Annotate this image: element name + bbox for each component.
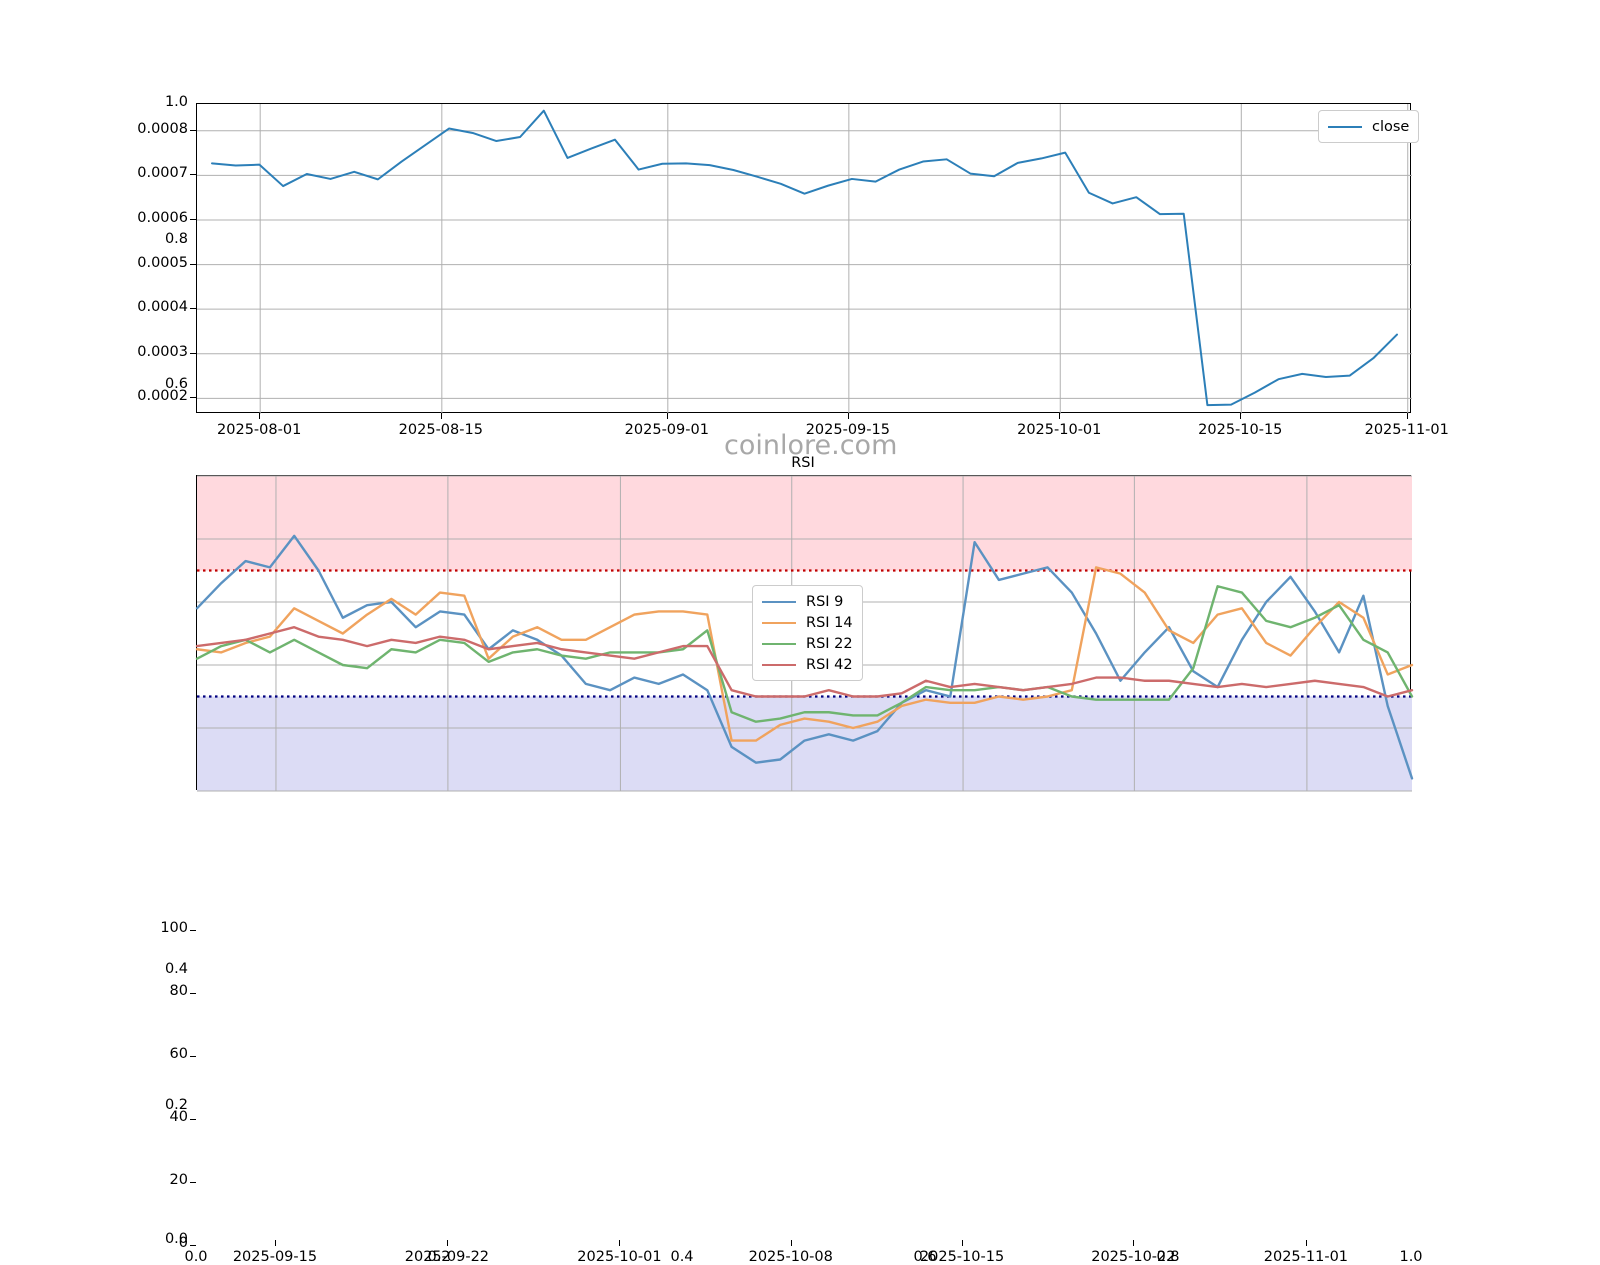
- rsi-legend[interactable]: RSI 9 RSI 14 RSI 22 RSI 42: [752, 585, 863, 681]
- price-y-tick-secondary: 1.0: [164, 94, 188, 110]
- price-x-tick: 2025-09-15: [805, 422, 890, 438]
- legend-line-swatch: [762, 663, 796, 666]
- price-x-tick: 2025-11-01: [1364, 422, 1449, 438]
- price-x-tick: 2025-09-01: [624, 422, 709, 438]
- rsi-panel: RSI 0 20 40 60 80 100 0.0 0.2 0.4 2025-09-15 202…: [0, 455, 1600, 1264]
- rsi-band-oversold: [197, 696, 1412, 791]
- price-panel: 0.0002 0.0003 0.0004 0.0005 0.0006 0.0007 0.00…: [0, 0, 1600, 455]
- price-legend[interactable]: close: [1318, 110, 1420, 143]
- legend-line-swatch: [1328, 125, 1362, 128]
- rsi-y-tick-secondary: 0.4: [164, 961, 188, 977]
- price-x-tickmark: [1406, 413, 1408, 419]
- price-legend-item[interactable]: close: [1328, 116, 1409, 137]
- rsi-y-tick: 20: [169, 1172, 188, 1188]
- rsi-x-tick-secondary: 0.6: [913, 1249, 937, 1265]
- price-x-tick: 2025-10-15: [1198, 422, 1283, 438]
- rsi-legend-item[interactable]: RSI 9: [762, 591, 853, 612]
- price-y-tickmark: [190, 308, 196, 310]
- rsi-y-tickmark: [190, 930, 196, 931]
- rsi-x-tickmark: [1133, 1240, 1135, 1246]
- rsi-x-tickmark: [790, 1240, 792, 1246]
- price-y-tick: 0.0007: [137, 165, 188, 182]
- rsi-x-tickmark: [274, 1240, 276, 1246]
- price-y-tick-secondary: 0.8: [164, 231, 188, 247]
- rsi-y-tick: 100: [160, 920, 188, 936]
- price-chart-svg: [197, 104, 1412, 414]
- price-y-tickmark: [190, 218, 196, 220]
- price-y-tickmark: [190, 129, 196, 131]
- rsi-series-rsi-9: [195, 534, 1414, 780]
- price-x-tick: 2025-10-01: [1017, 422, 1102, 438]
- rsi-y-tick: 60: [169, 1046, 188, 1062]
- rsi-x-tickmark: [962, 1240, 964, 1246]
- price-x-tickmark: [1059, 413, 1061, 419]
- price-y-tick: 0.0005: [137, 254, 188, 271]
- price-y-tick: 0.0004: [137, 299, 188, 316]
- legend-line-swatch: [762, 600, 796, 603]
- legend-line-swatch: [762, 621, 796, 624]
- price-y-tickmark: [190, 263, 196, 265]
- rsi-x-tick-secondary: 0.8: [1156, 1249, 1180, 1265]
- rsi-legend-label: RSI 42: [806, 656, 853, 673]
- rsi-y-tickmark: [190, 1119, 196, 1120]
- rsi-series-rsi-42: [195, 625, 1414, 698]
- rsi-y-tick: 80: [169, 983, 188, 999]
- rsi-title: RSI: [791, 455, 815, 471]
- rsi-series-rsi-14: [195, 566, 1414, 742]
- price-legend-label: close: [1372, 118, 1410, 135]
- rsi-legend-item[interactable]: RSI 22: [762, 633, 853, 654]
- price-x-tickmark: [259, 413, 261, 419]
- legend-line-swatch: [762, 642, 796, 645]
- price-y-tickmark: [190, 352, 196, 354]
- rsi-x-tick-secondary: 0.0: [184, 1249, 208, 1265]
- rsi-band-overbought: [197, 476, 1412, 571]
- price-y-tick: 0.0008: [137, 120, 188, 137]
- price-x-tick: 2025-08-01: [217, 422, 302, 438]
- price-x-tick: 2025-08-15: [398, 422, 483, 438]
- rsi-x-tick: 2025-10-08: [748, 1249, 833, 1265]
- rsi-x-tick-secondary: 0.4: [670, 1249, 694, 1265]
- rsi-x-tick-secondary: 1.0: [1399, 1249, 1423, 1265]
- price-x-tickmark: [440, 413, 442, 419]
- price-plot-area: [196, 103, 1412, 414]
- price-y-tick: 0.0006: [137, 209, 188, 226]
- rsi-plot-area: [195, 475, 1414, 792]
- rsi-y-tick-secondary: 0.2: [164, 1097, 188, 1113]
- rsi-y-tickmark: [190, 1245, 196, 1246]
- rsi-x-tick-secondary: 0.2: [427, 1249, 451, 1265]
- price-y-tickmark: [190, 174, 196, 176]
- rsi-series-rsi-22: [195, 585, 1414, 723]
- rsi-y-tick-secondary: 0.0: [164, 1231, 188, 1247]
- rsi-chart-svg: [195, 475, 1414, 792]
- rsi-x-tickmark: [619, 1240, 621, 1246]
- price-y-tick-secondary: 0.6: [164, 376, 188, 392]
- rsi-legend-item[interactable]: RSI 42: [762, 654, 853, 675]
- rsi-y-tickmark: [190, 1056, 196, 1057]
- rsi-legend-label: RSI 14: [806, 614, 853, 631]
- price-x-tickmark: [847, 413, 849, 419]
- price-y-tick: 0.0002: [137, 388, 188, 405]
- rsi-x-tickmark: [1305, 1240, 1307, 1246]
- price-x-tickmark: [666, 413, 668, 419]
- rsi-legend-label: RSI 9: [806, 593, 844, 610]
- price-x-tickmark: [1240, 413, 1242, 419]
- rsi-legend-item[interactable]: RSI 14: [762, 612, 853, 633]
- price-y-tickmark: [190, 397, 196, 399]
- rsi-x-tickmark: [446, 1240, 448, 1246]
- price-y-tick: 0.0003: [137, 343, 188, 360]
- rsi-y-tickmark: [190, 1182, 196, 1183]
- rsi-legend-label: RSI 22: [806, 635, 853, 652]
- watermark: coinlore.com: [724, 430, 898, 461]
- price-series-close: [211, 109, 1398, 407]
- rsi-x-tick: 2025-11-01: [1263, 1249, 1349, 1265]
- rsi-y-tickmark: [190, 993, 196, 994]
